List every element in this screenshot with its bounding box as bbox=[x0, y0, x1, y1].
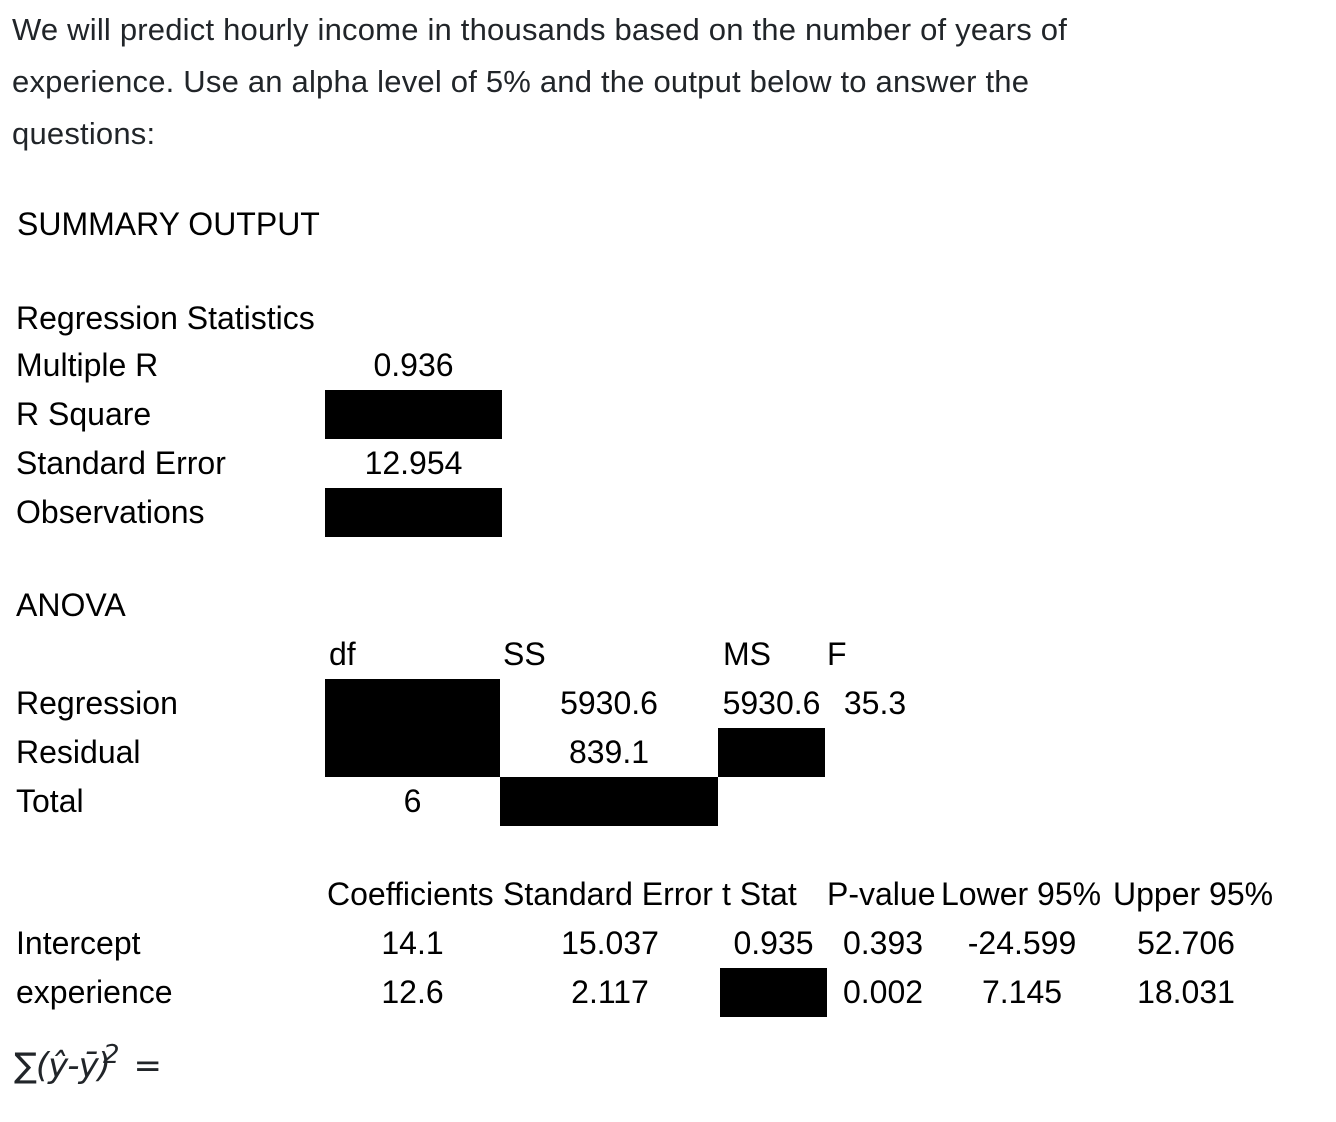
anova-header-df: df bbox=[329, 636, 356, 672]
intercept-standard-error: 15.037 bbox=[561, 925, 659, 961]
intro-line-2: experience. Use an alpha level of 5% and… bbox=[12, 64, 1030, 99]
anova-regression-ss: 5930.6 bbox=[560, 685, 658, 721]
experience-upper-95: 18.031 bbox=[1137, 974, 1235, 1010]
regstats-value-standard-error: 12.954 bbox=[364, 445, 463, 481]
coef-header-coefficients: Coefficients bbox=[327, 876, 494, 912]
anova-title: ANOVA bbox=[16, 587, 126, 623]
intercept-t-stat: 0.935 bbox=[733, 925, 814, 961]
anova-row-label-residual: Residual bbox=[16, 734, 141, 770]
coef-row-label-intercept: Intercept bbox=[16, 925, 141, 961]
anova-header-f: F bbox=[827, 636, 847, 672]
coef-header-t-stat: t Stat bbox=[722, 876, 797, 912]
sum-of-squares-formula: ∑(ŷ-ȳ)2 = bbox=[14, 1040, 162, 1086]
coef-header-p-value: P-value bbox=[827, 876, 936, 912]
coef-header-lower-95: Lower 95% bbox=[941, 876, 1102, 912]
regstats-row-label: Standard Error bbox=[16, 445, 226, 481]
anova-total-df: 6 bbox=[403, 783, 422, 819]
redacted-value-box-total-ss bbox=[500, 777, 718, 826]
experience-lower-95: 7.145 bbox=[981, 974, 1063, 1010]
experience-coefficient: 12.6 bbox=[381, 974, 444, 1010]
anova-total-ms-empty bbox=[718, 777, 825, 826]
formula-equals-sign: = bbox=[133, 1046, 163, 1086]
anova-regression-ms: 5930.6 bbox=[722, 685, 821, 721]
coefficients-table: Coefficients Standard Error t Stat P-val… bbox=[16, 870, 1274, 1017]
intro-line-1: We will predict hourly income in thousan… bbox=[12, 12, 1068, 47]
summary-output-title: SUMMARY OUTPUT bbox=[17, 206, 320, 242]
intro-paragraph: We will predict hourly income in thousan… bbox=[12, 4, 1336, 160]
anova-residual-f-empty bbox=[825, 728, 925, 777]
coef-header-standard-error: Standard Error bbox=[503, 876, 713, 912]
regstats-row-label: Multiple R bbox=[16, 347, 159, 383]
regstats-value-multiple-r: 0.936 bbox=[373, 347, 454, 383]
formula-exponent: 2 bbox=[102, 1040, 120, 1070]
redacted-value-box-df bbox=[325, 679, 500, 777]
formula-expression: ∑(ŷ-ȳ) bbox=[14, 1046, 111, 1086]
intercept-upper-95: 52.706 bbox=[1137, 925, 1235, 961]
regstats-row-label: Observations bbox=[16, 494, 205, 530]
redacted-value-box-experience-t-stat bbox=[720, 968, 827, 1017]
regression-statistics-title: Regression Statistics bbox=[16, 300, 315, 336]
intro-line-3: questions: bbox=[12, 116, 156, 151]
anova-total-f-empty bbox=[825, 777, 925, 826]
anova-regression-f: 35.3 bbox=[843, 685, 907, 721]
redacted-value-box-observations bbox=[325, 488, 502, 537]
regstats-row-label: R Square bbox=[16, 396, 152, 432]
intercept-coefficient: 14.1 bbox=[381, 925, 444, 961]
coef-header-upper-95: Upper 95% bbox=[1113, 876, 1274, 912]
anova-row-label-total: Total bbox=[16, 783, 84, 819]
redacted-value-box-residual-ms bbox=[718, 728, 825, 777]
coef-header-spacer bbox=[16, 870, 325, 919]
regression-statistics-table: Multiple R 0.936 R Square Standard Error… bbox=[16, 341, 502, 537]
anova-row-label-regression: Regression bbox=[16, 685, 178, 721]
anova-header-ss: SS bbox=[503, 636, 546, 672]
anova-header-spacer bbox=[16, 630, 325, 679]
anova-residual-ss: 839.1 bbox=[568, 734, 650, 770]
anova-header-ms: MS bbox=[723, 636, 771, 672]
intercept-lower-95: -24.599 bbox=[967, 925, 1077, 961]
intercept-p-value: 0.393 bbox=[842, 925, 924, 961]
anova-table: df SS MS F Regression 5930.6 5930.6 35.3… bbox=[16, 630, 925, 826]
experience-p-value: 0.002 bbox=[842, 974, 924, 1010]
experience-standard-error: 2.117 bbox=[571, 974, 649, 1010]
redacted-value-box-r-square bbox=[325, 390, 502, 439]
coef-row-label-experience: experience bbox=[16, 974, 173, 1010]
